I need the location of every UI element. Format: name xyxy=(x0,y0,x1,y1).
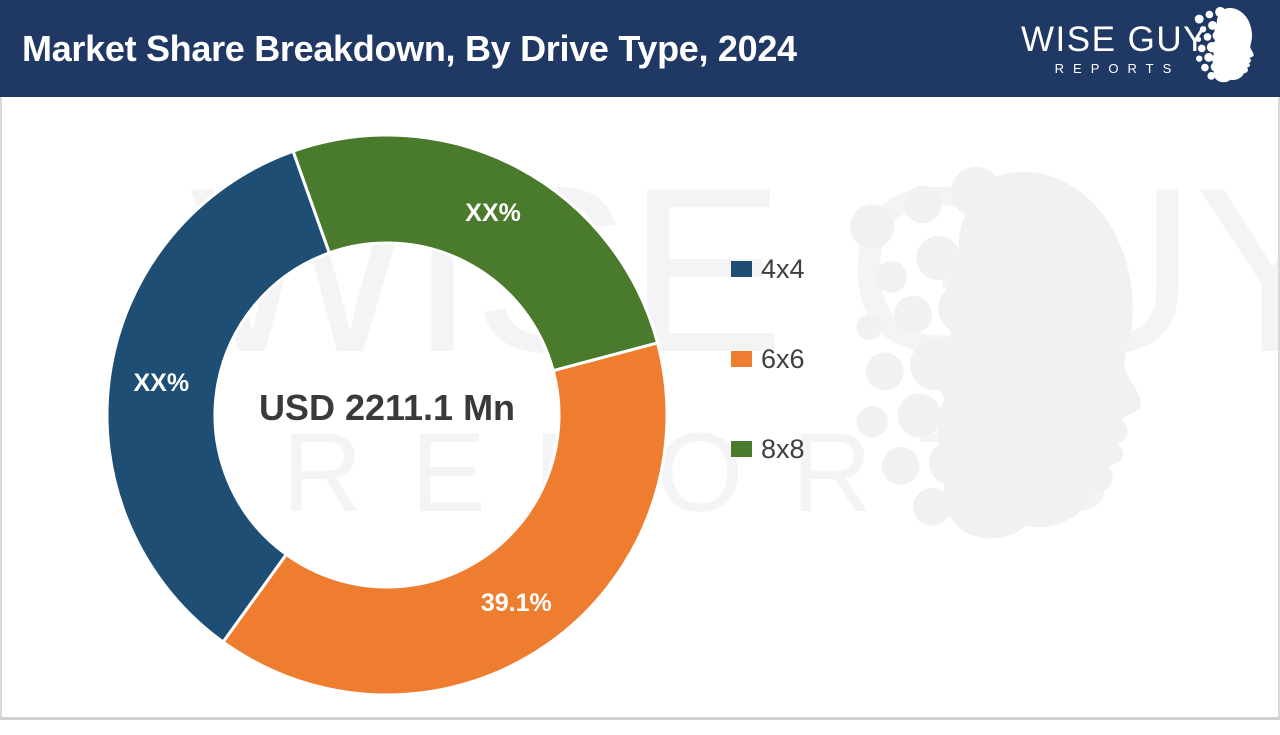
page-title: Market Share Breakdown, By Drive Type, 2… xyxy=(22,27,797,69)
legend-swatch-4x4 xyxy=(731,261,752,277)
logo-subtitle: REPORTS xyxy=(1054,60,1181,76)
legend-item-8x8: 8x8 xyxy=(731,434,805,464)
donut-segment-8x8 xyxy=(291,133,660,373)
donut-segment-4x4 xyxy=(105,149,331,644)
legend-swatch-6x6 xyxy=(731,351,752,367)
logo-wordmark: WISE GUY xyxy=(1020,19,1208,59)
legend-item-4x4: 4x4 xyxy=(731,254,805,284)
segment-label-4x4: XX% xyxy=(134,369,190,397)
legend-label-6x6: 6x6 xyxy=(761,343,805,374)
donut-segment-6x6 xyxy=(221,341,669,697)
legend: 4x4 6x6 8x8 xyxy=(731,254,805,524)
chart-area: WISE GUY REPORTS XX% 39.1% XX% USD 2211.1 … xyxy=(0,97,1280,720)
legend-label-8x8: 8x8 xyxy=(761,433,805,464)
segment-label-6x6: 39.1% xyxy=(481,589,552,617)
logo-text: WISE GUY REPORTS xyxy=(1021,22,1208,76)
legend-label-4x4: 4x4 xyxy=(761,253,805,284)
chart-center-value: USD 2211.1 Mn xyxy=(258,387,516,428)
donut-chart: XX% 39.1% XX% xyxy=(105,133,669,697)
segment-label-8x8: XX% xyxy=(465,199,521,227)
wise-guy-logo: WISE GUY REPORTS xyxy=(1021,9,1258,88)
logo-face-icon xyxy=(1194,5,1258,88)
legend-swatch-8x8 xyxy=(731,441,752,457)
watermark-face-icon xyxy=(847,157,1162,567)
header-bar: Market Share Breakdown, By Drive Type, 2… xyxy=(0,0,1280,97)
watermark: WISE GUY REPORTS xyxy=(2,97,1278,717)
legend-item-6x6: 6x6 xyxy=(731,344,805,374)
